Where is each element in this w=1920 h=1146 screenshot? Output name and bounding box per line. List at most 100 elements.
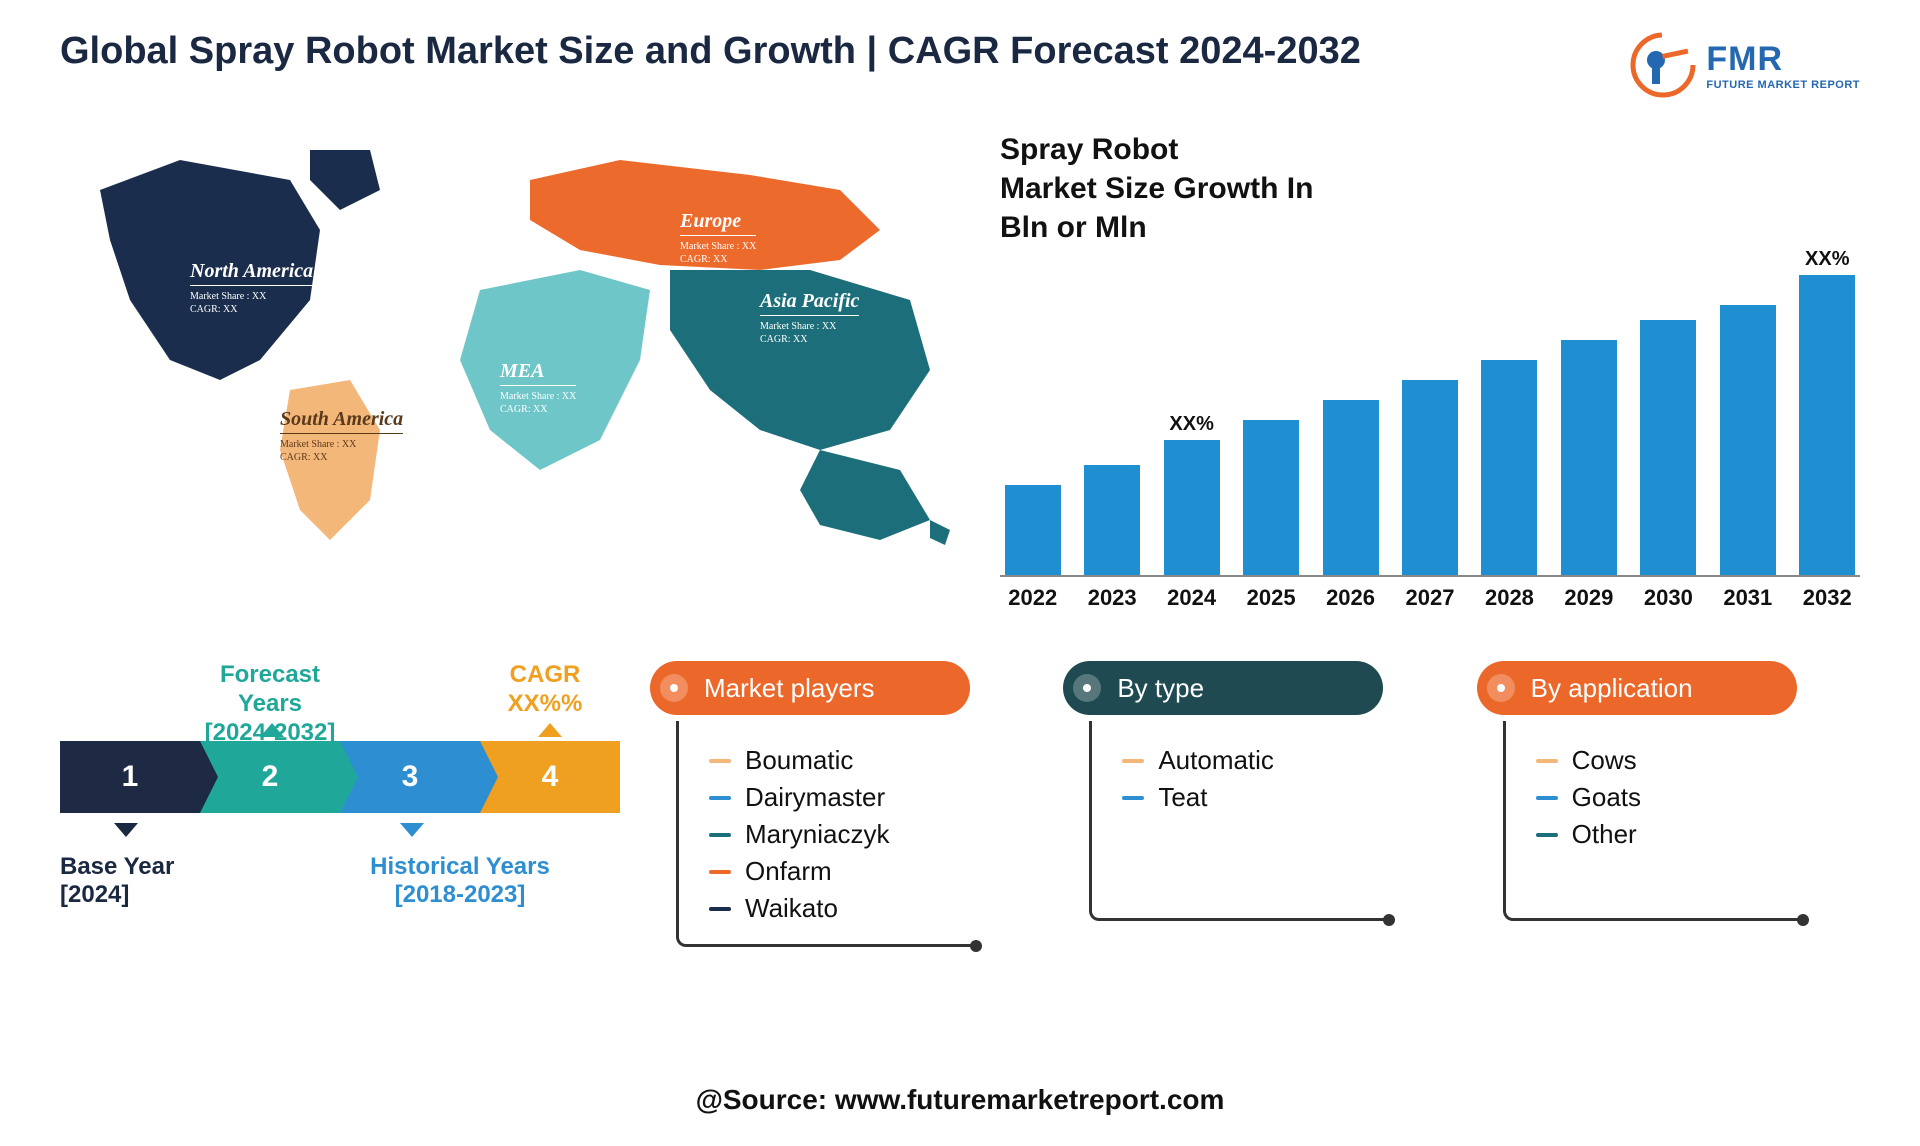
region-name: Europe bbox=[680, 210, 756, 233]
bar-column bbox=[1000, 485, 1065, 575]
bar bbox=[1799, 275, 1855, 575]
bullet-icon bbox=[709, 796, 731, 800]
cagr-label-text: CAGR bbox=[510, 661, 581, 688]
chevron-right-icon bbox=[200, 741, 218, 813]
region-cagr: CAGR: XX bbox=[500, 403, 576, 416]
region-name: North America bbox=[190, 260, 313, 283]
region-name: South America bbox=[280, 408, 403, 431]
segment-item-label: Goats bbox=[1572, 782, 1641, 813]
cagr-label: CAGR XX%% bbox=[490, 661, 600, 719]
bar-column bbox=[1397, 380, 1462, 575]
bullet-icon bbox=[1536, 759, 1558, 763]
bar bbox=[1084, 465, 1140, 575]
bar-column bbox=[1477, 360, 1542, 575]
segment-block: By type Automatic Teat bbox=[1063, 661, 1446, 947]
segment-item: Onfarm bbox=[709, 856, 956, 887]
segment-title: By type bbox=[1117, 673, 1204, 704]
dot-icon bbox=[1487, 674, 1515, 702]
bar bbox=[1481, 360, 1537, 575]
forecast-arrow-icon bbox=[260, 723, 284, 737]
chart-title: Spray RobotMarket Size Growth InBln or M… bbox=[1000, 130, 1860, 247]
segment-body: Boumatic Dairymaster Maryniaczyk Onfarm … bbox=[676, 721, 976, 947]
bullet-icon bbox=[709, 907, 731, 911]
cagr-arrow-icon bbox=[538, 723, 562, 737]
x-axis-label: 2025 bbox=[1238, 585, 1303, 611]
segment-title: Market players bbox=[704, 673, 875, 704]
x-axis-label: 2029 bbox=[1556, 585, 1621, 611]
hist-range: [2018-2023] bbox=[395, 881, 526, 908]
map-region-label: MEA Market Share : XX CAGR: XX bbox=[500, 360, 576, 416]
base-label-text: Base Year bbox=[60, 853, 174, 880]
x-axis-label: 2026 bbox=[1318, 585, 1383, 611]
chevron-right-icon bbox=[480, 741, 498, 813]
segment-item-label: Cows bbox=[1572, 745, 1637, 776]
world-map: North America Market Share : XX CAGR: XX… bbox=[60, 130, 960, 550]
segment-item: Waikato bbox=[709, 893, 956, 924]
segment-item: Teat bbox=[1122, 782, 1369, 813]
x-axis-label: 2023 bbox=[1079, 585, 1144, 611]
lower-row: Forecast Years [2024-2032] CAGR XX%% 123… bbox=[0, 611, 1920, 947]
divider bbox=[280, 433, 403, 434]
divider bbox=[500, 385, 576, 386]
segment-block: Market players Boumatic Dairymaster Mary… bbox=[650, 661, 1033, 947]
divider bbox=[760, 315, 859, 316]
bullet-icon bbox=[1122, 796, 1144, 800]
logo-main-text: FMR bbox=[1706, 40, 1860, 79]
segment-pill: By application bbox=[1477, 661, 1797, 715]
region-share: Market Share : XX bbox=[500, 390, 576, 403]
bullet-icon bbox=[709, 833, 731, 837]
bar bbox=[1164, 440, 1220, 575]
header: Global Spray Robot Market Size and Growt… bbox=[0, 0, 1920, 110]
timeline-cell: 2 bbox=[200, 741, 340, 813]
bar bbox=[1005, 485, 1061, 575]
page-title: Global Spray Robot Market Size and Growt… bbox=[60, 30, 1361, 73]
x-axis-label: 2028 bbox=[1477, 585, 1542, 611]
timeline-cell: 4 bbox=[480, 741, 620, 813]
fmr-logo-icon bbox=[1628, 30, 1698, 100]
x-axis-label: 2022 bbox=[1000, 585, 1065, 611]
cagr-value: XX%% bbox=[508, 690, 583, 717]
region-cagr: CAGR: XX bbox=[680, 253, 756, 266]
segment-item-label: Other bbox=[1572, 819, 1637, 850]
bar-column bbox=[1079, 465, 1144, 575]
bar-column bbox=[1318, 400, 1383, 575]
base-arrow-icon bbox=[114, 823, 138, 837]
dot-icon bbox=[660, 674, 688, 702]
segment-item: Goats bbox=[1536, 782, 1783, 813]
bar-annotation: XX% bbox=[1805, 248, 1849, 271]
segment-item-label: Waikato bbox=[745, 893, 838, 924]
timeline: Forecast Years [2024-2032] CAGR XX%% 123… bbox=[60, 661, 620, 943]
segment-item: Other bbox=[1536, 819, 1783, 850]
segment-item: Dairymaster bbox=[709, 782, 956, 813]
region-cagr: CAGR: XX bbox=[190, 303, 313, 316]
segment-item: Maryniaczyk bbox=[709, 819, 956, 850]
bar bbox=[1561, 340, 1617, 575]
region-cagr: CAGR: XX bbox=[760, 333, 859, 346]
bar-chart: Spray RobotMarket Size Growth InBln or M… bbox=[1000, 130, 1860, 611]
divider bbox=[190, 285, 313, 286]
timeline-cells: 1234 bbox=[60, 741, 620, 813]
bar bbox=[1640, 320, 1696, 575]
bar bbox=[1243, 420, 1299, 575]
region-name: MEA bbox=[500, 360, 576, 383]
segment-item: Automatic bbox=[1122, 745, 1369, 776]
segment-item-label: Maryniaczyk bbox=[745, 819, 889, 850]
bar bbox=[1720, 305, 1776, 575]
map-region-label: North America Market Share : XX CAGR: XX bbox=[190, 260, 313, 316]
map-region-label: Europe Market Share : XX CAGR: XX bbox=[680, 210, 756, 266]
upper-row: North America Market Share : XX CAGR: XX… bbox=[0, 110, 1920, 611]
base-range: [2024] bbox=[60, 881, 129, 908]
dot-icon bbox=[1073, 674, 1101, 702]
bar-annotation: XX% bbox=[1169, 413, 1213, 436]
x-axis-label: 2027 bbox=[1397, 585, 1462, 611]
segment-pill: Market players bbox=[650, 661, 970, 715]
timeline-cell: 1 bbox=[60, 741, 200, 813]
segment-block: By application Cows Goats Other bbox=[1477, 661, 1860, 947]
segment-item-label: Teat bbox=[1158, 782, 1207, 813]
bullet-icon bbox=[1536, 796, 1558, 800]
x-axis-label: 2031 bbox=[1715, 585, 1780, 611]
x-axis-label: 2032 bbox=[1795, 585, 1860, 611]
hist-label-text: Historical Years bbox=[370, 853, 550, 880]
hist-arrow-icon bbox=[400, 823, 424, 837]
map-region-label: Asia Pacific Market Share : XX CAGR: XX bbox=[760, 290, 859, 346]
